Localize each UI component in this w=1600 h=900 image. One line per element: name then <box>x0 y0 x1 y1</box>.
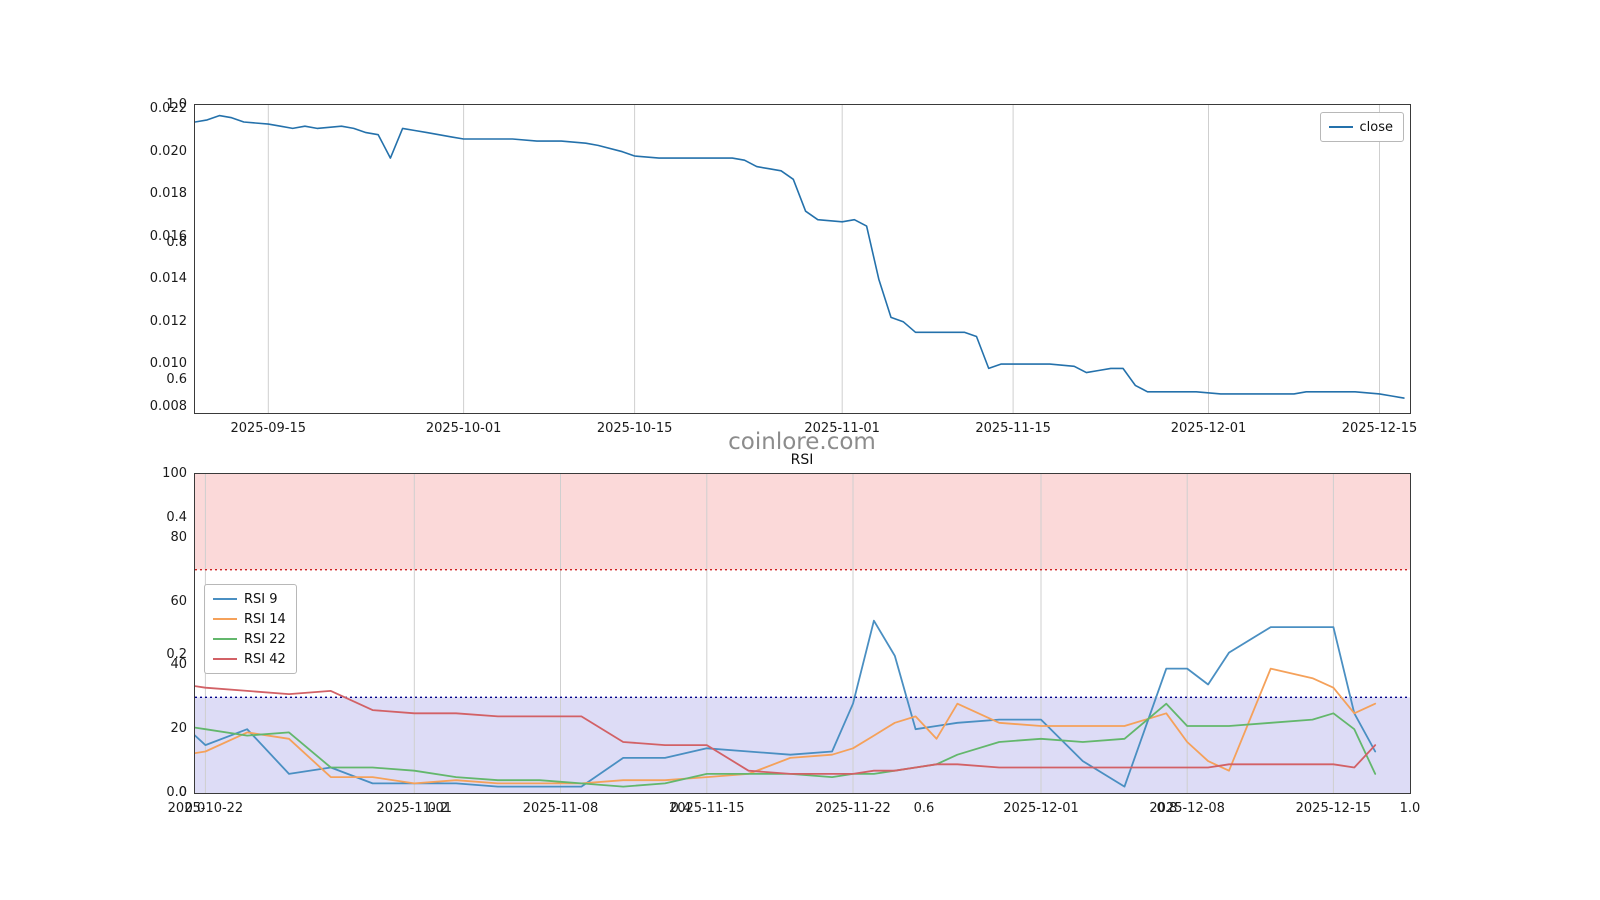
legend-item-close: close <box>1328 117 1393 137</box>
overlay-y-tick-label: 0.6 <box>166 372 187 388</box>
x-tick-label: 2025-12-01 <box>1170 421 1247 436</box>
y-tick-label: 0.022 <box>149 101 187 117</box>
x-tick-label: 2025-12-01 <box>1003 801 1079 816</box>
rsi-series-svg <box>195 474 1410 793</box>
price-legend: close <box>1319 112 1404 142</box>
y-tick-label: 20 <box>170 721 187 737</box>
y-tick-label: 0 <box>178 785 187 800</box>
overlay-x-tick-label: 0.8 <box>1156 801 1178 816</box>
x-tick-label: 2025-11-01 <box>376 801 453 816</box>
x-tick-label: 2025-12-15 <box>1341 421 1418 436</box>
x-tick-label: 2025-12-08 <box>1149 801 1225 816</box>
watermark: coinlore.com <box>728 429 876 455</box>
x-tick-label: 2025-10-01 <box>425 421 502 436</box>
overlay-y-tick-label: 0.2 <box>166 647 187 663</box>
y-tick-label: 100 <box>162 466 187 481</box>
overlay-y-tick-label: 1.0 <box>166 97 187 112</box>
x-tick-label: 2025-11-15 <box>975 421 1051 436</box>
rsi42-line-swatch <box>213 658 237 660</box>
legend-label-rsi22: RSI 22 <box>244 631 286 647</box>
x-tick-label: 2025-11-22 <box>815 801 891 816</box>
legend-item-rsi9: RSI 9 <box>213 589 286 609</box>
rsi-legend: RSI 9 RSI 14 RSI 22 RSI 42 <box>204 584 297 674</box>
y-tick-label: 0.018 <box>149 186 187 202</box>
y-tick-label: 0.008 <box>149 398 187 414</box>
legend-label-close: close <box>1359 119 1393 135</box>
price-series-svg <box>195 105 1405 413</box>
overlay-y-tick-label: 0.8 <box>166 234 187 250</box>
y-tick-label: 0.010 <box>149 356 187 372</box>
x-tick-label: 2025-11-08 <box>522 801 599 816</box>
y-tick-label: 40 <box>170 657 187 673</box>
overlay-x-tick-label: 0.6 <box>913 801 935 816</box>
legend-item-rsi14: RSI 14 <box>213 609 286 629</box>
rsi-chart: RSI 9 RSI 14 RSI 22 RSI 42 <box>194 473 1411 794</box>
y-tick-label: 0.020 <box>149 143 187 159</box>
x-tick-label: 2025-10-22 <box>167 801 244 816</box>
y-tick-label: 0.012 <box>149 313 187 329</box>
y-tick-label: 0.014 <box>149 271 187 287</box>
overlay-y-tick-label: 0.0 <box>166 785 187 800</box>
x-tick-label: 2025-11-01 <box>804 421 880 436</box>
overlay-x-tick-label: 0.2 <box>427 801 449 816</box>
x-tick-label: 2025-12-15 <box>1295 801 1372 816</box>
legend-item-rsi22: RSI 22 <box>213 629 286 649</box>
overlay-x-tick-label: 0.0 <box>184 801 206 816</box>
rsi14-line-swatch <box>213 618 237 620</box>
close-line-swatch <box>1328 126 1353 128</box>
overlay-x-tick-label: 1.0 <box>1399 801 1421 816</box>
legend-label-rsi42: RSI 42 <box>244 651 286 667</box>
y-tick-label: 0.016 <box>149 228 187 244</box>
rsi9-line-swatch <box>213 598 237 600</box>
y-tick-label: 80 <box>170 529 187 545</box>
legend-label-rsi14: RSI 14 <box>244 611 286 627</box>
x-tick-label: 2025-10-15 <box>596 421 673 436</box>
rsi-chart-title: RSI <box>790 452 814 468</box>
legend-item-rsi42: RSI 42 <box>213 649 286 669</box>
legend-label-rsi9: RSI 9 <box>244 591 278 607</box>
overlay-y-tick-label: 0.4 <box>166 509 187 525</box>
x-tick-label: 2025-09-15 <box>230 421 307 436</box>
price-chart: close <box>194 104 1411 414</box>
x-tick-label: 2025-11-15 <box>668 801 745 816</box>
rsi22-line-swatch <box>213 638 237 640</box>
overlay-x-tick-label: 0.4 <box>670 801 692 816</box>
y-tick-label: 60 <box>170 593 187 609</box>
